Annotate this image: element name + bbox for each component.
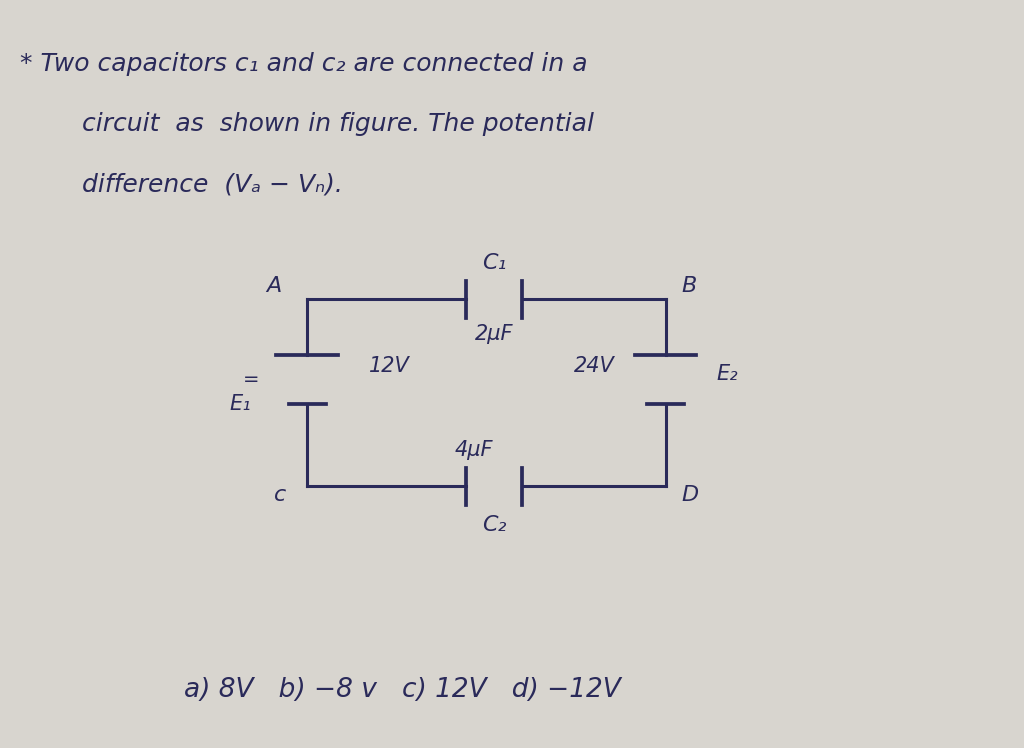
Text: 12V: 12V: [369, 356, 410, 376]
Text: A: A: [266, 276, 282, 295]
Text: 2μF: 2μF: [475, 325, 513, 344]
Text: a) 8V   b) −8 v   c) 12V   d) −12V: a) 8V b) −8 v c) 12V d) −12V: [184, 677, 622, 703]
Text: =: =: [243, 370, 259, 389]
Text: D: D: [681, 485, 698, 505]
Text: * Two capacitors c₁ and c₂ are connected in a: * Two capacitors c₁ and c₂ are connected…: [20, 52, 588, 76]
Text: B: B: [681, 276, 696, 295]
Text: C₁: C₁: [482, 254, 506, 273]
Text: 4μF: 4μF: [455, 441, 493, 460]
Text: circuit  as  shown in figure. The potential: circuit as shown in figure. The potentia…: [82, 112, 594, 136]
Text: E₁: E₁: [229, 393, 252, 414]
Text: 24V: 24V: [573, 356, 614, 376]
Text: difference  (Vₐ − Vₙ).: difference (Vₐ − Vₙ).: [82, 172, 343, 196]
Text: C₂: C₂: [482, 515, 506, 535]
Text: c: c: [274, 485, 287, 505]
Text: E₂: E₂: [717, 364, 738, 384]
